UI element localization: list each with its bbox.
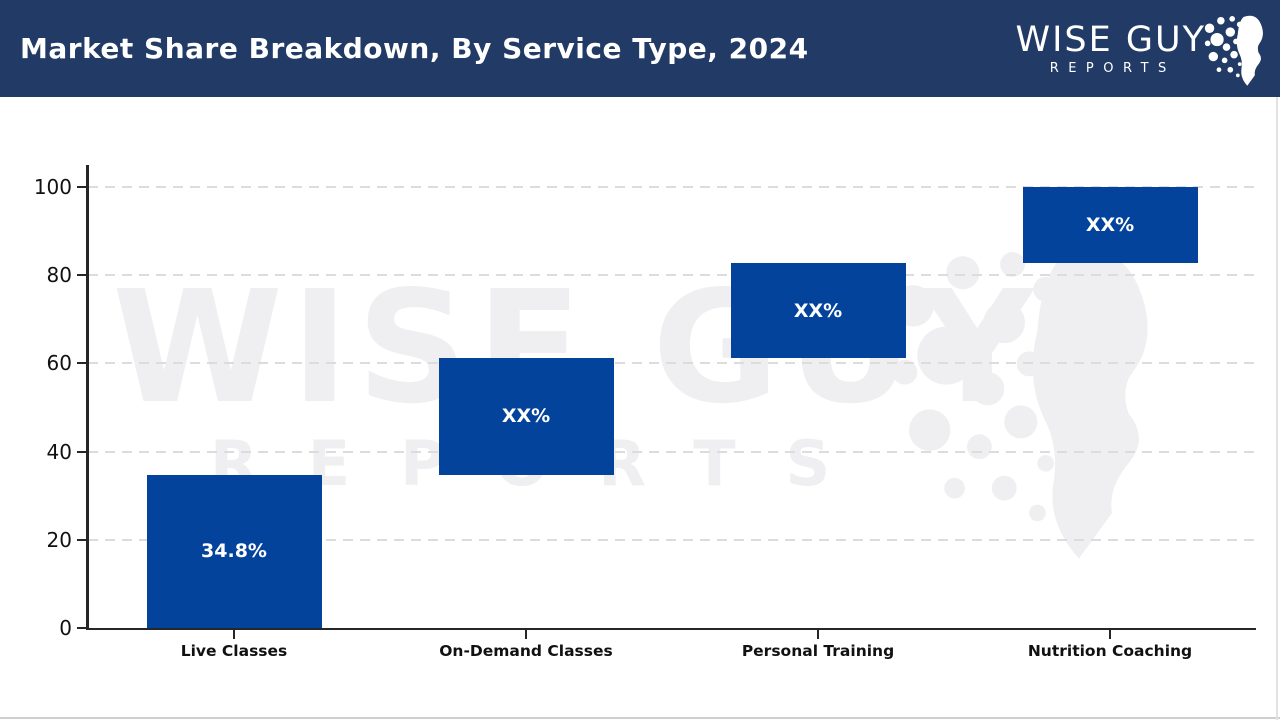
x-axis-spine xyxy=(86,627,1256,630)
x-category-label: Personal Training xyxy=(741,642,895,660)
x-tick xyxy=(1109,630,1111,639)
y-tick-label: 40 xyxy=(46,439,72,464)
y-axis-spine xyxy=(86,165,89,630)
bar-value-label: XX% xyxy=(793,299,843,322)
x-category-label: Live Classes xyxy=(180,642,288,660)
x-tick xyxy=(525,630,527,639)
bottom-border xyxy=(0,717,1280,719)
y-tick-label: 80 xyxy=(46,263,72,288)
bar-segment: XX% xyxy=(730,263,906,359)
y-tick xyxy=(77,362,86,365)
y-tick xyxy=(77,627,86,629)
page-title: Market Share Breakdown, By Service Type,… xyxy=(20,32,809,65)
bar-segment: 34.8% xyxy=(146,474,322,628)
x-tick xyxy=(233,630,235,639)
brand-head-icon xyxy=(1204,15,1263,86)
y-tick-label: 100 xyxy=(33,175,72,200)
x-tick xyxy=(817,630,819,639)
bar-value-label: XX% xyxy=(1085,214,1135,237)
gridline-60 xyxy=(88,362,1256,365)
bar-segment: XX% xyxy=(1022,187,1198,264)
header: Market Share Breakdown, By Service Type,… xyxy=(0,0,1280,97)
brand-name: WISE GUY xyxy=(1015,19,1206,60)
gridline-40 xyxy=(88,450,1256,453)
brand-subtitle: REPORTS xyxy=(1049,60,1176,76)
brand-logo: WISE GUY REPORTS xyxy=(1015,11,1268,87)
brand-logo-text: WISE GUY REPORTS xyxy=(1015,19,1206,76)
y-tick xyxy=(77,186,86,189)
bar-segment: XX% xyxy=(438,358,614,475)
x-category-label: On-Demand Classes xyxy=(439,642,613,660)
y-tick xyxy=(77,538,86,541)
x-category-label: Nutrition Coaching xyxy=(1027,642,1193,660)
y-tick-label: 0 xyxy=(59,616,72,640)
gridline-20 xyxy=(88,538,1256,541)
y-tick-label: 20 xyxy=(46,527,72,552)
y-tick xyxy=(77,450,86,453)
bar-value-label: 34.8% xyxy=(201,540,267,563)
y-tick xyxy=(77,274,86,277)
gridline-100 xyxy=(88,186,1256,189)
bar-value-label: XX% xyxy=(501,405,551,428)
gridline-80 xyxy=(88,274,1256,277)
y-tick-label: 60 xyxy=(46,351,72,376)
right-border xyxy=(1276,97,1278,720)
